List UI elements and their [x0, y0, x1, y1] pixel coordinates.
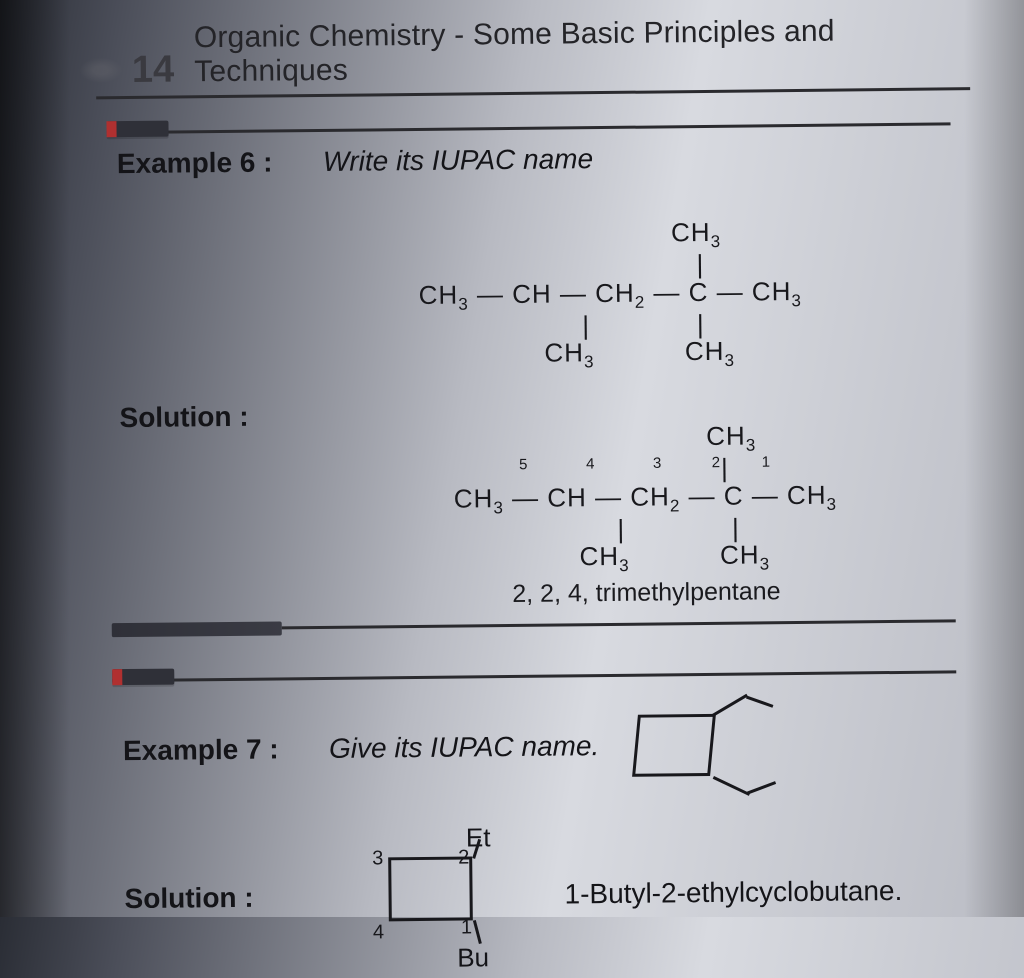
chapter-header: 14 Organic Chemistry - Some Basic Princi… [95, 13, 970, 99]
section-tab-icon [106, 121, 168, 138]
section-close [112, 614, 956, 637]
branch-icon [747, 781, 776, 794]
carbon-number-4: 4 [373, 921, 384, 944]
substituent-label-bu: Bu [457, 942, 489, 973]
mol-line: CH3 — CH — CH2 — C — CH3 [419, 276, 802, 310]
example7-label: Example 7 : [123, 733, 303, 767]
section-tab-icon [112, 669, 174, 686]
branch-icon [746, 696, 773, 708]
example6-solution-row: Solution : CH3 5 4 3 2| 1 CH3 — CH — CH2… [119, 393, 965, 613]
branch-icon [712, 694, 748, 717]
example7-solution-row: Solution : Et 3 2 4 1 Bu 1-Butyl-2-ethyl… [124, 815, 970, 974]
mol-line: CH3 [533, 421, 756, 453]
divider [107, 122, 951, 134]
chapter-title: Organic Chemistry - Some Basic Principle… [194, 13, 970, 91]
mol-line: CH3 [498, 217, 721, 249]
example6-prompt-row: Example 6 : Write its IUPAC name [117, 139, 961, 180]
cyclobutane-ring-icon [632, 714, 716, 777]
mol-line: CH3 — CH — CH2 — C — CH3 [454, 479, 837, 513]
bond-icon [473, 920, 482, 944]
example7-solution-label: Solution : [124, 881, 304, 915]
example6-answer: 2, 2, 4, trimethylpentane [327, 575, 965, 611]
carbon-number-1: 1 [461, 916, 472, 939]
section-close-block-icon [112, 621, 282, 637]
example7-structure [629, 689, 780, 801]
carbon-number-3: 3 [372, 847, 383, 870]
example6-structure-numbered: CH3 5 4 3 2| 1 CH3 — CH — CH2 — C — CH3 … [325, 393, 965, 578]
section-close-line [282, 620, 956, 630]
branch-icon [713, 776, 750, 796]
carbon-number-2: 2 [458, 846, 469, 869]
mol-line: CH3 CH3 [522, 539, 770, 572]
example7-answer: 1-Butyl-2-ethylcyclobutane. [564, 875, 902, 911]
example7-prompt: Give its IUPAC name. [329, 730, 600, 765]
chapter-number: 14 [96, 49, 175, 93]
example6-structure: CH3 | CH3 — CH — CH2 — C — CH3 | | CH3 C… [257, 189, 963, 374]
divider [112, 670, 956, 682]
page: 14 Organic Chemistry - Some Basic Princi… [0, 0, 1024, 922]
example-6: Example 6 : Write its IUPAC name CH3 | C… [117, 122, 966, 637]
example6-prompt: Write its IUPAC name [323, 143, 594, 178]
example-7: Example 7 : Give its IUPAC name. Solutio… [122, 670, 969, 974]
example7-labeled-structure: Et 3 2 4 1 Bu [344, 820, 526, 972]
example7-prompt-row: Example 7 : Give its IUPAC name. [122, 687, 967, 806]
example6-solution-label: Solution : [119, 400, 299, 434]
mol-line: CH3 CH3 [487, 336, 735, 369]
example6-label: Example 6 : [117, 146, 297, 180]
